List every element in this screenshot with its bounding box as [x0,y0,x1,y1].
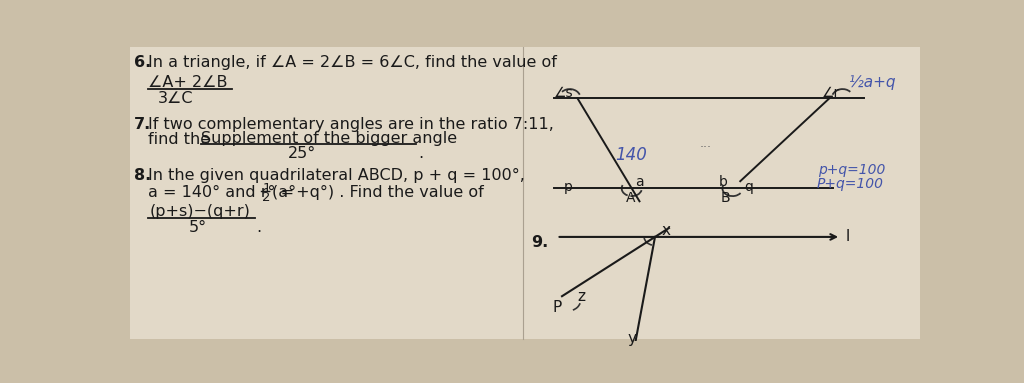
Text: p+q=100: p+q=100 [818,163,885,177]
Text: B: B [721,191,730,205]
Text: (p+s)−(q+r): (p+s)−(q+r) [150,204,251,219]
Text: 7.: 7. [134,117,152,132]
Text: P+q=100: P+q=100 [816,177,883,191]
Text: b: b [719,175,727,189]
Text: l: l [846,229,850,244]
Text: 6.: 6. [134,55,152,70]
Text: x: x [662,223,670,238]
Text: .: . [257,220,262,235]
Text: A: A [627,191,636,205]
FancyBboxPatch shape [130,47,920,339]
Text: 2: 2 [262,192,270,205]
Text: z: z [578,289,586,304]
Text: 140: 140 [614,146,646,164]
Text: 5°: 5° [188,220,207,235]
Text: ∠r: ∠r [821,86,840,100]
Text: If two complementary angles are in the ratio 7:11,: If two complementary angles are in the r… [148,117,554,132]
Text: In a triangle, if ∠A = 2∠B = 6∠C, find the value of: In a triangle, if ∠A = 2∠B = 6∠C, find t… [148,55,557,70]
Text: ...: ... [699,137,712,150]
Text: 9.: 9. [531,235,548,250]
Text: 8.: 8. [134,168,152,183]
Text: .: . [418,146,423,161]
Text: 25°: 25° [288,146,315,161]
Text: 1: 1 [262,182,270,195]
Text: q: q [744,180,753,194]
Text: y: y [628,331,637,346]
Text: a: a [636,175,644,189]
Text: find the: find the [148,132,210,147]
Text: ½a+q: ½a+q [849,75,895,90]
Text: P: P [553,300,562,315]
Text: In the given quadrilateral ABCD, p + q = 100°,: In the given quadrilateral ABCD, p + q =… [148,168,525,183]
Text: ∠s: ∠s [554,86,573,100]
Text: Supplement of the bigger angle: Supplement of the bigger angle [201,131,457,146]
Text: a = 140° and r° =: a = 140° and r° = [148,185,299,200]
Text: p: p [563,180,572,194]
Text: ∠A+ 2∠B: ∠A+ 2∠B [148,75,227,90]
Text: (a°+q°) . Find the value of: (a°+q°) . Find the value of [272,185,484,200]
Text: 3∠C: 3∠C [158,92,193,106]
